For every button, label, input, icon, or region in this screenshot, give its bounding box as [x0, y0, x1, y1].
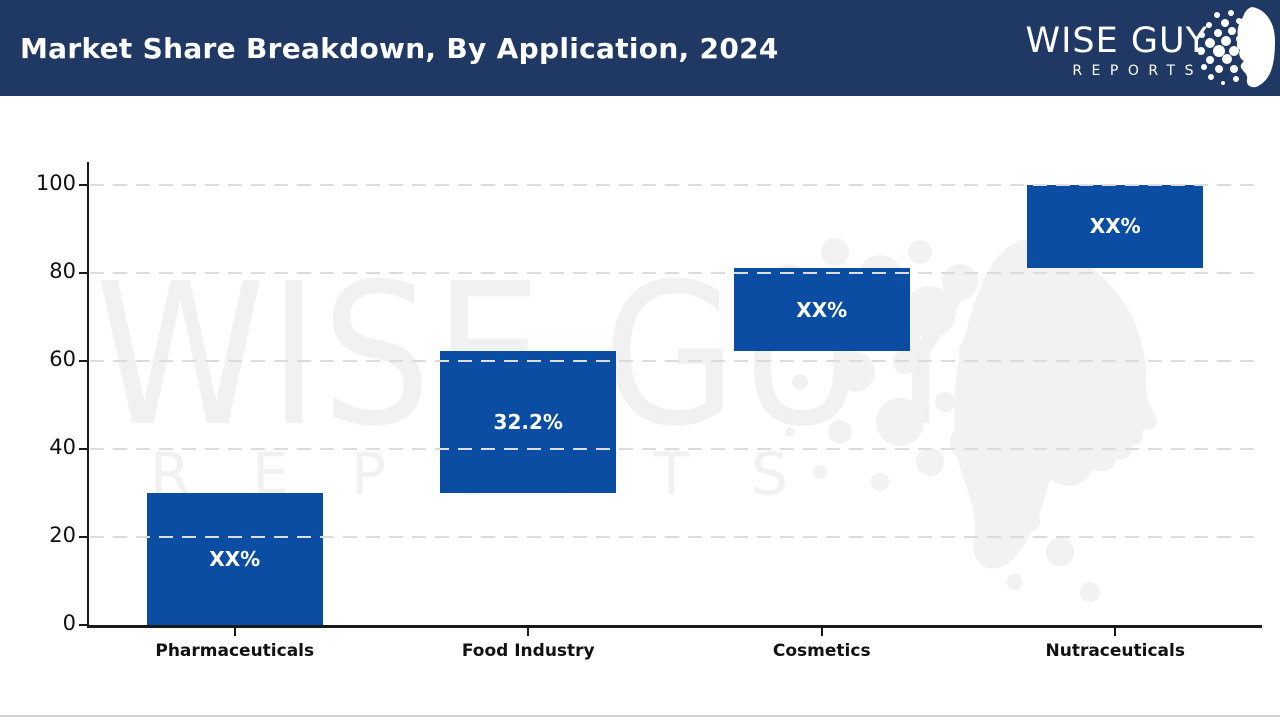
y-tick-mark: [79, 272, 88, 274]
header-bar: Market Share Breakdown, By Application, …: [0, 0, 1280, 96]
x-tick-mark: [233, 628, 236, 636]
y-tick-label: 0: [62, 611, 76, 635]
category-label: Food Industry: [461, 641, 595, 661]
bar: 32.2%: [440, 351, 617, 493]
category-label: Cosmetics: [772, 641, 871, 661]
y-tick-mark: [79, 360, 88, 362]
bar-value-label: XX%: [209, 547, 261, 571]
bar: XX%: [1027, 185, 1204, 268]
bottom-border-line: [0, 715, 1280, 717]
y-tick-label: 100: [35, 171, 76, 195]
y-tick-mark: [79, 536, 88, 538]
y-axis-line: [87, 162, 89, 627]
x-tick-mark: [1114, 628, 1117, 636]
bar: XX%: [733, 267, 910, 352]
bar: XX%: [146, 493, 323, 625]
bar-value-label: 32.2%: [493, 410, 563, 435]
category-label: Pharmaceuticals: [155, 641, 315, 661]
y-tick-label: 80: [49, 259, 76, 283]
x-tick-mark: [527, 628, 530, 636]
y-tick-label: 20: [49, 523, 76, 547]
logo-wordmark: WISE GUY: [1025, 21, 1208, 61]
bar-value-label: XX%: [796, 297, 848, 322]
y-tick-label: 40: [49, 435, 76, 459]
bar-value-label: XX%: [1089, 214, 1141, 239]
y-tick-label: 60: [49, 347, 76, 371]
page-title: Market Share Breakdown, By Application, …: [20, 31, 779, 65]
category-label: Nutraceuticals: [1045, 641, 1185, 661]
x-axis-line: [87, 625, 1262, 628]
y-tick-mark: [79, 448, 88, 450]
y-tick-mark: [79, 624, 88, 626]
x-tick-mark: [820, 628, 823, 636]
logo-subtitle: REPORTS: [1072, 63, 1203, 79]
dotted-head-icon: [1198, 7, 1275, 88]
y-tick-mark: [79, 184, 88, 186]
